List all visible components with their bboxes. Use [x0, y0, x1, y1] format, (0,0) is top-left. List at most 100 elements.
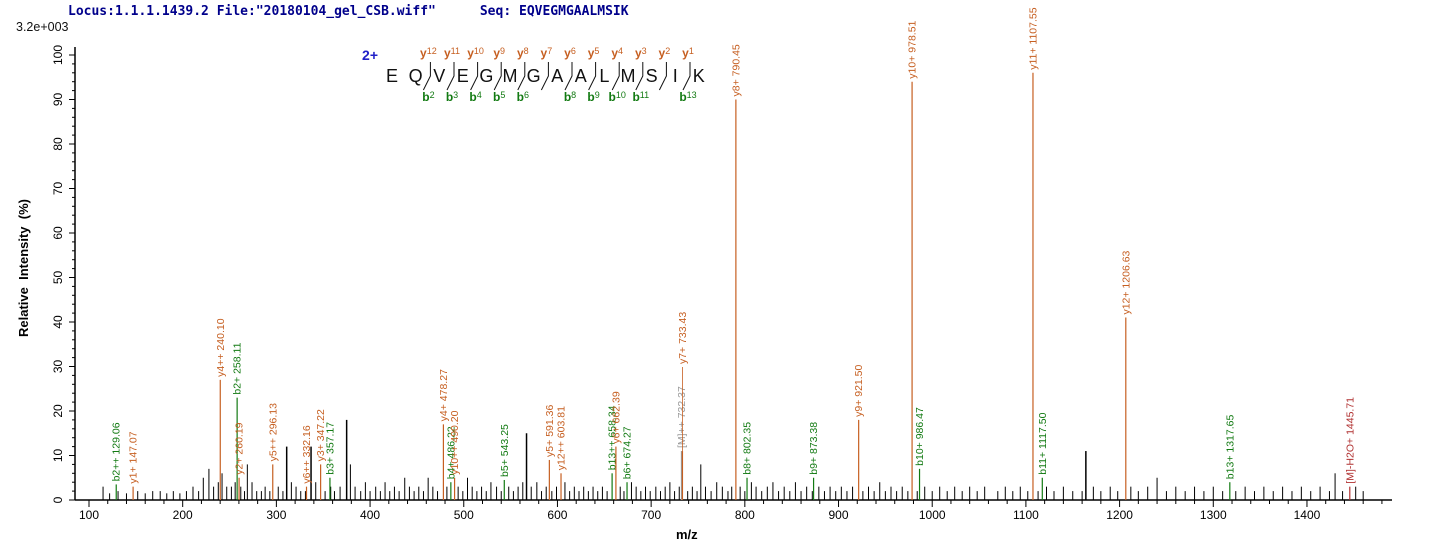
- sequence-residue: M: [503, 66, 518, 86]
- sequence-residue: M: [621, 66, 636, 86]
- peak-label: y11+ 1107.55: [1027, 7, 1039, 70]
- intensity-scale-note: 3.2e+003: [16, 20, 69, 34]
- peak-label: [M]-H2O+ 1445.71: [1344, 397, 1356, 484]
- x-tick-label: 900: [829, 508, 849, 522]
- y-tick-label: 10: [51, 449, 65, 463]
- peak-label: b8+ 802.35: [742, 422, 754, 475]
- y-ion-ladder-label: y9: [493, 46, 505, 60]
- peak-label: y8+ 790.45: [730, 44, 742, 96]
- peak-label: [M]++ 732.37: [676, 386, 688, 448]
- b-ion-ladder-label: b3: [446, 90, 458, 104]
- peak-label: y7+ 733.43: [677, 312, 689, 364]
- peak-label: y9+ 921.50: [853, 364, 865, 416]
- b-ion-ladder-label: b13: [679, 90, 696, 104]
- y-tick-label: 70: [51, 182, 65, 196]
- x-tick-label: 300: [266, 508, 286, 522]
- fragment-marker: [422, 62, 431, 91]
- peak-label: b10+ 986.47: [914, 407, 926, 466]
- sequence-residue: E: [457, 66, 469, 86]
- fragment-marker: [588, 62, 597, 91]
- y-tick-label: 80: [51, 137, 65, 151]
- peak-label: y10+ 978.51: [907, 20, 919, 78]
- y-ion-ladder-label: y7: [541, 46, 553, 60]
- b-ion-ladder-label: b5: [493, 90, 505, 104]
- peak-label: b2++ 129.06: [111, 422, 123, 481]
- x-tick-label: 1100: [1013, 508, 1039, 522]
- y-tick-label: 30: [51, 360, 65, 374]
- peak-label: y1+ 147.07: [128, 431, 140, 483]
- y-ion-ladder-label: y8: [517, 46, 529, 60]
- y-tick-label: 90: [51, 93, 65, 107]
- fragment-marker: [540, 62, 549, 91]
- fragment-marker: [635, 62, 644, 91]
- sequence-residue: G: [527, 66, 541, 86]
- sequence-residue: A: [575, 66, 587, 86]
- sequence-residue: A: [551, 66, 563, 86]
- x-tick-label: 800: [735, 508, 755, 522]
- sequence-residue: I: [673, 66, 678, 86]
- b-ion-ladder-label: b11: [632, 90, 649, 104]
- peak-label: y2+ 260.19: [234, 422, 246, 474]
- x-tick-label: 1200: [1106, 508, 1133, 522]
- sequence-residue: G: [479, 66, 493, 86]
- x-axis-title: m/z: [676, 527, 698, 542]
- x-tick-label: 100: [79, 508, 99, 522]
- y-ion-ladder-label: y11: [444, 46, 460, 60]
- peak-label: y12+ 1206.63: [1120, 250, 1132, 314]
- x-tick-label: 1400: [1294, 508, 1321, 522]
- precursor-charge-label: 2+: [362, 47, 378, 63]
- sequence-residue: S: [646, 66, 658, 86]
- x-tick-label: 1000: [919, 508, 946, 522]
- peak-label: b4+ 486.22: [445, 426, 457, 479]
- fragment-marker: [682, 62, 691, 91]
- y-ion-ladder-label: y4: [611, 46, 623, 60]
- y-ion-ladder-label: y10: [467, 46, 484, 60]
- y-ion-ladder-label: y3: [635, 46, 647, 60]
- sequence-residue: Q: [409, 66, 423, 86]
- x-tick-label: 500: [454, 508, 474, 522]
- x-tick-label: 600: [547, 508, 567, 522]
- b-ion-ladder-label: b10: [609, 90, 626, 104]
- x-tick-label: 400: [360, 508, 380, 522]
- peak-label: b6+ 674.27: [622, 426, 634, 479]
- x-tick-label: 1300: [1200, 508, 1227, 522]
- peak-label: b11+ 1117.50: [1037, 412, 1049, 474]
- peak-label: b9+ 873.38: [808, 422, 820, 475]
- header-sequence-label: Seq: EQVEGMGAALMSIK: [479, 4, 629, 19]
- peak-label: b5+ 543.25: [499, 424, 511, 477]
- fragment-marker: [564, 62, 573, 91]
- b-ion-ladder-label: b2: [422, 90, 434, 104]
- b-ion-ladder-label: b4: [469, 90, 481, 104]
- fragment-marker: [493, 62, 502, 91]
- x-tick-label: 700: [641, 508, 661, 522]
- y-ion-ladder-label: y6: [564, 46, 576, 60]
- y-axis-title: Relative Intensity (%): [16, 199, 31, 337]
- peak-label: b2+ 258.11: [232, 342, 244, 394]
- peak-label: y4++ 240.10: [215, 318, 227, 377]
- peak-label: y4+ 478.27: [438, 369, 450, 421]
- y-tick-label: 50: [51, 271, 65, 285]
- x-tick-label: 200: [173, 508, 193, 522]
- fragment-marker: [658, 62, 667, 91]
- peak-label: y12++ 603.81: [556, 406, 568, 470]
- fragment-marker: [470, 62, 479, 91]
- peak-label: y3+ 347.22: [315, 409, 327, 461]
- y-tick-label: 100: [51, 45, 65, 65]
- header-row: Locus:1.1.1.1439.2 File:"20180104_gel_CS…: [68, 4, 629, 19]
- y-ion-ladder-label: y2: [659, 46, 671, 60]
- sequence-residue: V: [433, 66, 445, 86]
- fragment-marker: [611, 62, 620, 91]
- peak-label: b13+ 1317.65: [1224, 415, 1236, 480]
- b-ion-ladder-label: b6: [517, 90, 529, 104]
- peak-label: y10++ 490.20: [449, 410, 461, 474]
- b-ion-ladder-label: b9: [587, 90, 599, 104]
- peak-label: b3+ 357.17: [324, 422, 336, 475]
- sequence-residue: E: [386, 66, 398, 86]
- y-tick-label: 40: [51, 315, 65, 329]
- y-ion-ladder-label: y1: [682, 46, 694, 60]
- y-tick-label: 0: [51, 496, 65, 503]
- b-ion-ladder-label: b8: [564, 90, 576, 104]
- peak-label: y5++ 296.13: [267, 403, 279, 462]
